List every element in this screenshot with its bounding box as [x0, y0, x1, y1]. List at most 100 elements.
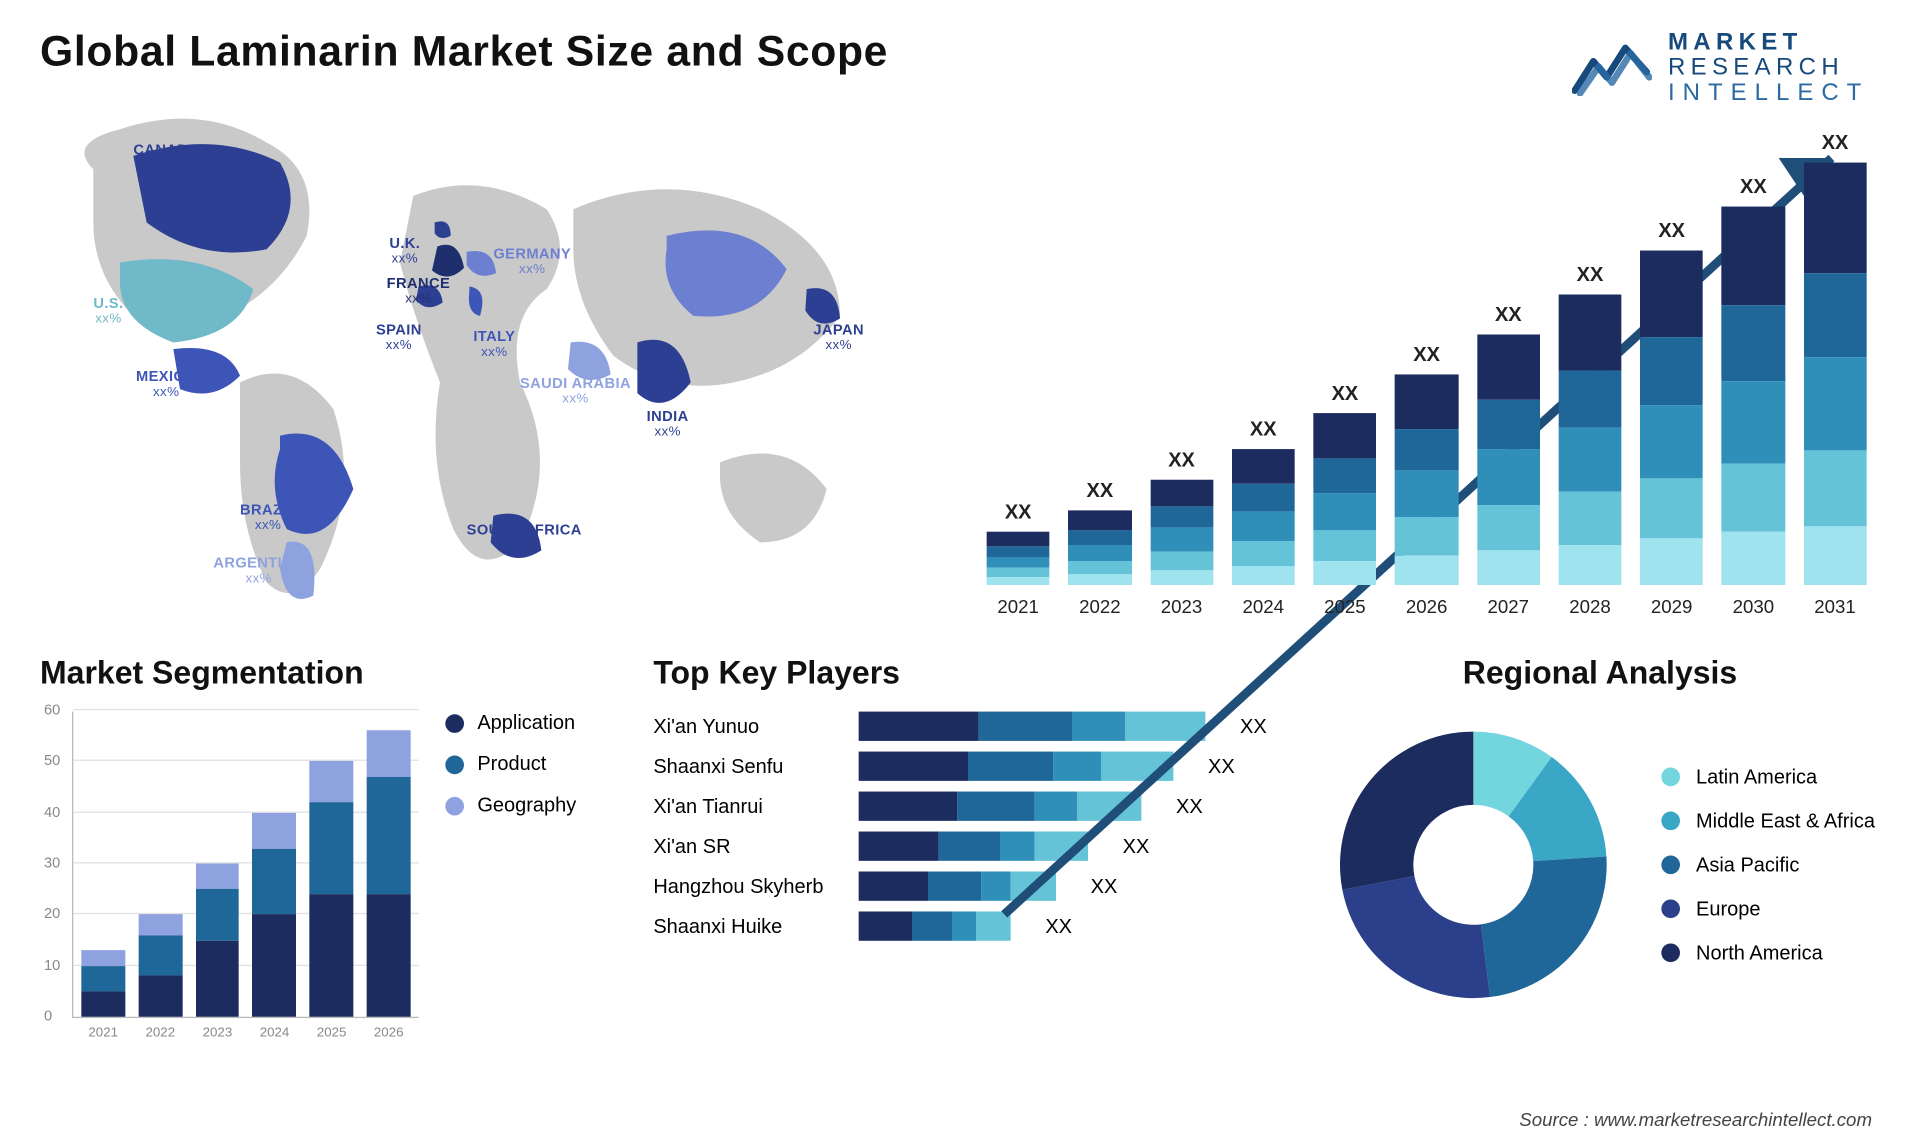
segmentation-segment — [81, 966, 125, 992]
segmentation-y-tick: 30 — [44, 856, 60, 872]
player-value: XX — [1045, 915, 1072, 938]
regional-donut — [1320, 712, 1627, 1018]
forecast-bar-segment — [1558, 544, 1621, 585]
map-label-u-k-: U.K.xx% — [389, 236, 420, 267]
legend-swatch-icon — [1661, 812, 1680, 831]
forecast-bar-segment — [1804, 526, 1867, 585]
segmentation-bar-2024: 2024 — [253, 812, 297, 1016]
forecast-bar-value: XX — [1740, 176, 1767, 199]
regional-legend-item: Middle East & Africa — [1661, 810, 1875, 833]
forecast-bar-value: XX — [1413, 343, 1440, 366]
map-label-japan: JAPANxx% — [813, 322, 864, 353]
player-bar-segment — [1077, 792, 1141, 821]
forecast-bar-segment — [1722, 305, 1785, 381]
player-bar — [859, 712, 1206, 741]
key-players-list: Xi'an YunuoXXShaanxi SenfuXXXi'an Tianru… — [653, 712, 1293, 941]
player-value: XX — [1123, 835, 1150, 858]
player-bar-segment — [912, 911, 952, 940]
forecast-bar-value: XX — [1332, 383, 1359, 406]
forecast-bar-2027: XX2027 — [1477, 304, 1540, 585]
segmentation-gridline — [73, 709, 418, 710]
forecast-bar-value: XX — [1087, 480, 1114, 503]
segmentation-segment — [81, 950, 125, 965]
forecast-bar-segment — [1150, 551, 1213, 570]
map-label-canada: CANADAxx% — [133, 143, 199, 174]
forecast-bar-segment — [1640, 338, 1703, 405]
map-label-u-s-: U.S.xx% — [93, 296, 123, 327]
forecast-year-label: 2023 — [1161, 596, 1203, 617]
segmentation-segment — [310, 894, 354, 1017]
forecast-bar-segment — [1068, 575, 1131, 585]
regional-legend-item: Latin America — [1661, 766, 1875, 789]
segmentation-segment — [310, 761, 354, 802]
segmentation-x-label: 2025 — [317, 1026, 347, 1041]
forecast-year-label: 2030 — [1733, 596, 1775, 617]
legend-swatch-icon — [445, 796, 464, 815]
segmentation-segment — [196, 889, 240, 940]
player-bar-segment — [859, 911, 912, 940]
regional-title: Regional Analysis — [1320, 656, 1880, 693]
forecast-year-label: 2026 — [1406, 596, 1448, 617]
segmentation-segment — [253, 848, 297, 914]
player-name: Xi'an Yunuo — [653, 715, 840, 738]
key-players-section: Top Key Players Xi'an Yunuo XX Shaanxi Sen… — [653, 656, 1293, 1018]
forecast-bar-value: XX — [1577, 264, 1604, 287]
segmentation-bar-2022: 2022 — [138, 915, 182, 1017]
donut-slice-asia-pacific — [1481, 856, 1607, 997]
map-label-mexico: MEXICOxx% — [136, 369, 196, 400]
source-label: Source : www.marketresearchintellect.com — [1519, 1109, 1872, 1130]
forecast-bar-segment — [1477, 550, 1540, 585]
player-bar-segment — [1035, 792, 1078, 821]
forecast-bar-segment — [1068, 545, 1131, 561]
player-bar-segment — [1000, 832, 1035, 861]
player-bar-segment — [957, 792, 1034, 821]
forecast-bar-segment — [1068, 510, 1131, 529]
forecast-bar-segment — [1640, 478, 1703, 538]
forecast-year-label: 2028 — [1569, 596, 1611, 617]
player-bar-segment — [952, 911, 976, 940]
player-bar-segment — [1125, 712, 1205, 741]
forecast-bar-value: XX — [1250, 418, 1277, 441]
player-value: XX — [1091, 875, 1118, 898]
forecast-bar-value: XX — [1658, 220, 1685, 243]
map-label-china: CHINAxx% — [720, 247, 768, 278]
player-bar-segment — [859, 752, 968, 781]
map-label-france: FRANCExx% — [387, 276, 451, 307]
key-players-title: Top Key Players — [653, 656, 1293, 693]
player-bar-segment — [979, 712, 1072, 741]
segmentation-x-label: 2024 — [260, 1026, 290, 1041]
player-bar — [859, 832, 1088, 861]
forecast-bar-segment — [1477, 334, 1540, 399]
forecast-bar-segment — [1313, 492, 1376, 530]
segmentation-y-tick: 0 — [44, 1009, 52, 1025]
forecast-bar-segment — [1395, 374, 1458, 429]
forecast-bar-2030: XX2030 — [1722, 176, 1785, 585]
segmentation-y-tick: 20 — [44, 907, 60, 923]
forecast-bar-value: XX — [1495, 304, 1522, 327]
segmentation-y-tick: 50 — [44, 753, 60, 769]
forecast-year-label: 2025 — [1324, 596, 1366, 617]
player-bar-segment — [1101, 752, 1173, 781]
segmentation-legend: ApplicationProductGeography — [445, 712, 576, 817]
donut-slice-north-america — [1340, 732, 1473, 890]
map-label-brazil: BRAZILxx% — [240, 502, 296, 533]
legend-label: Geography — [477, 794, 576, 817]
infographic-page: Global Laminarin Market Size and Scope M… — [0, 0, 1920, 1146]
player-bar-segment — [859, 832, 939, 861]
forecast-year-label: 2027 — [1488, 596, 1530, 617]
forecast-bar-segment — [1722, 464, 1785, 532]
segmentation-y-tick: 40 — [44, 804, 60, 820]
legend-label: Middle East & Africa — [1696, 810, 1875, 833]
segmentation-title: Market Segmentation — [40, 656, 627, 693]
map-label-india: INDIAxx% — [647, 409, 689, 440]
legend-label: Latin America — [1696, 766, 1817, 789]
forecast-bar-segment — [1313, 530, 1376, 561]
forecast-bar-segment — [987, 557, 1050, 569]
forecast-bar-segment — [1068, 530, 1131, 545]
forecast-bar-2029: XX2029 — [1640, 220, 1703, 585]
forecast-bar-2028: XX2028 — [1558, 264, 1621, 585]
player-bar-segment — [1035, 832, 1088, 861]
legend-label: Product — [477, 753, 546, 776]
brand-mark-icon — [1572, 38, 1652, 97]
player-row: Shaanxi SenfuXX — [653, 752, 1293, 781]
